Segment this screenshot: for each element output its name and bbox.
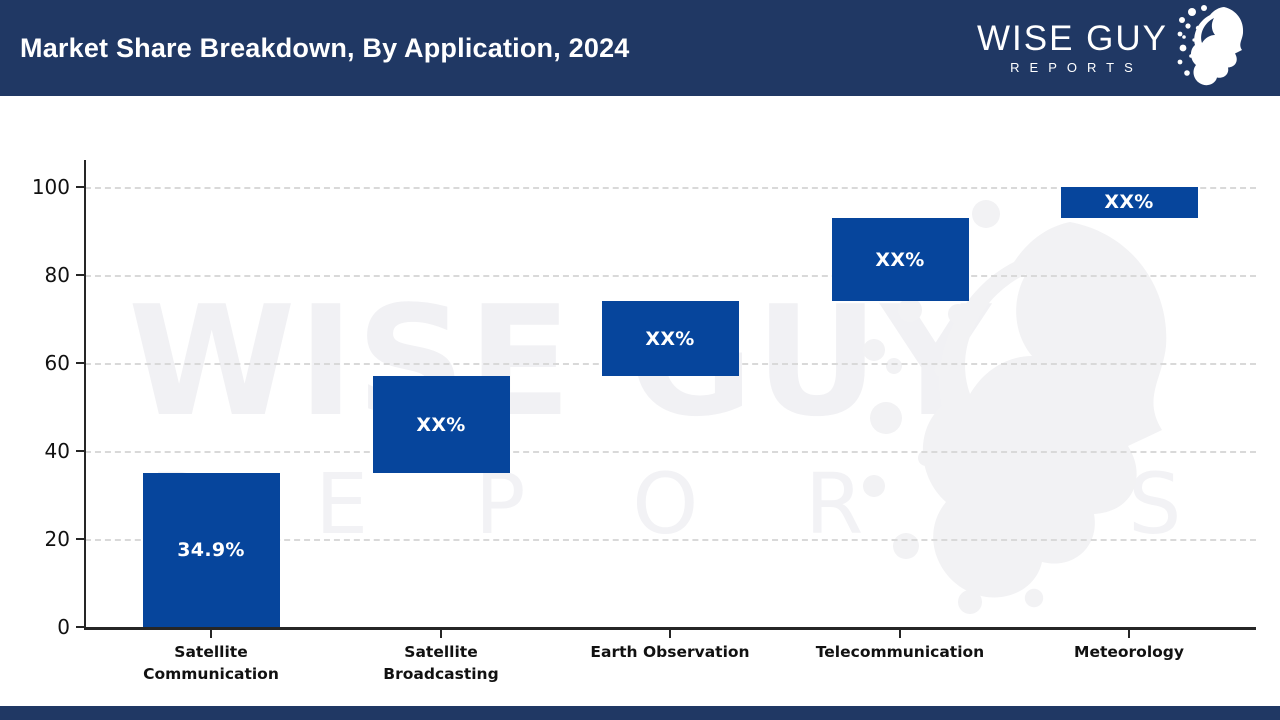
y-tick-label-20: 20 <box>44 527 70 551</box>
y-tick-mark-60 <box>76 362 85 364</box>
x-tick-mark <box>899 630 901 638</box>
page-title: Market Share Breakdown, By Application, … <box>20 32 630 63</box>
bar-value-label: XX% <box>1104 191 1154 214</box>
y-tick-mark-100 <box>76 186 85 188</box>
y-tick-label-40: 40 <box>44 439 70 463</box>
x-tick-mark <box>1128 630 1130 638</box>
gridline-40 <box>85 451 1256 453</box>
y-tick-mark-80 <box>76 274 85 276</box>
y-tick-label-0: 0 <box>57 615 70 639</box>
gridline-80 <box>85 275 1256 277</box>
y-tick-mark-20 <box>76 538 85 540</box>
y-tick-label-60: 60 <box>44 351 70 375</box>
x-tick-mark <box>440 630 442 638</box>
x-tick-label: Earth Observation <box>590 643 750 661</box>
x-axis-line <box>84 627 1256 630</box>
bar-value-label: XX% <box>416 413 466 436</box>
bar-segment: XX% <box>372 376 510 474</box>
bar-value-label: XX% <box>875 248 925 271</box>
y-tick-mark-40 <box>76 450 85 452</box>
logo-wordmark-line2: REPORTS <box>1010 60 1143 75</box>
header-bar: Market Share Breakdown, By Application, … <box>0 0 1280 96</box>
bar-segment: XX% <box>601 301 739 377</box>
x-tick-label: Satellite Broadcasting <box>383 643 499 683</box>
watermark-text-line1: WISE GUY <box>128 273 993 450</box>
bar-value-label: XX% <box>645 327 695 350</box>
bar-value-label: 34.9% <box>177 539 245 562</box>
logo-wordmark: WISE GUY REPORTS <box>977 21 1168 75</box>
x-tick-label: Meteorology <box>1074 643 1184 661</box>
wise-guy-reports-logo: WISE GUY REPORTS <box>977 4 1252 92</box>
chart-area: WISE GUY R E P O R T S <box>0 96 1280 706</box>
footer-bar <box>0 706 1280 720</box>
y-tick-label-100: 100 <box>31 175 70 199</box>
x-tick-label: Satellite Communication <box>143 643 279 683</box>
x-tick-mark <box>210 630 212 638</box>
gridline-100 <box>85 187 1256 189</box>
bar-segment: XX% <box>831 217 969 302</box>
dotted-head-logo-icon <box>1174 4 1252 92</box>
x-tick-label: Telecommunication <box>815 643 985 661</box>
x-tick-mark <box>669 630 671 638</box>
gridline-20 <box>85 539 1256 541</box>
y-axis-line <box>84 160 86 627</box>
bar-segment: 34.9% <box>142 473 280 627</box>
y-tick-label-80: 80 <box>44 263 70 287</box>
logo-wordmark-line1: WISE GUY <box>976 19 1168 58</box>
bar-segment: XX% <box>1060 187 1198 218</box>
y-tick-mark-0 <box>76 626 85 628</box>
